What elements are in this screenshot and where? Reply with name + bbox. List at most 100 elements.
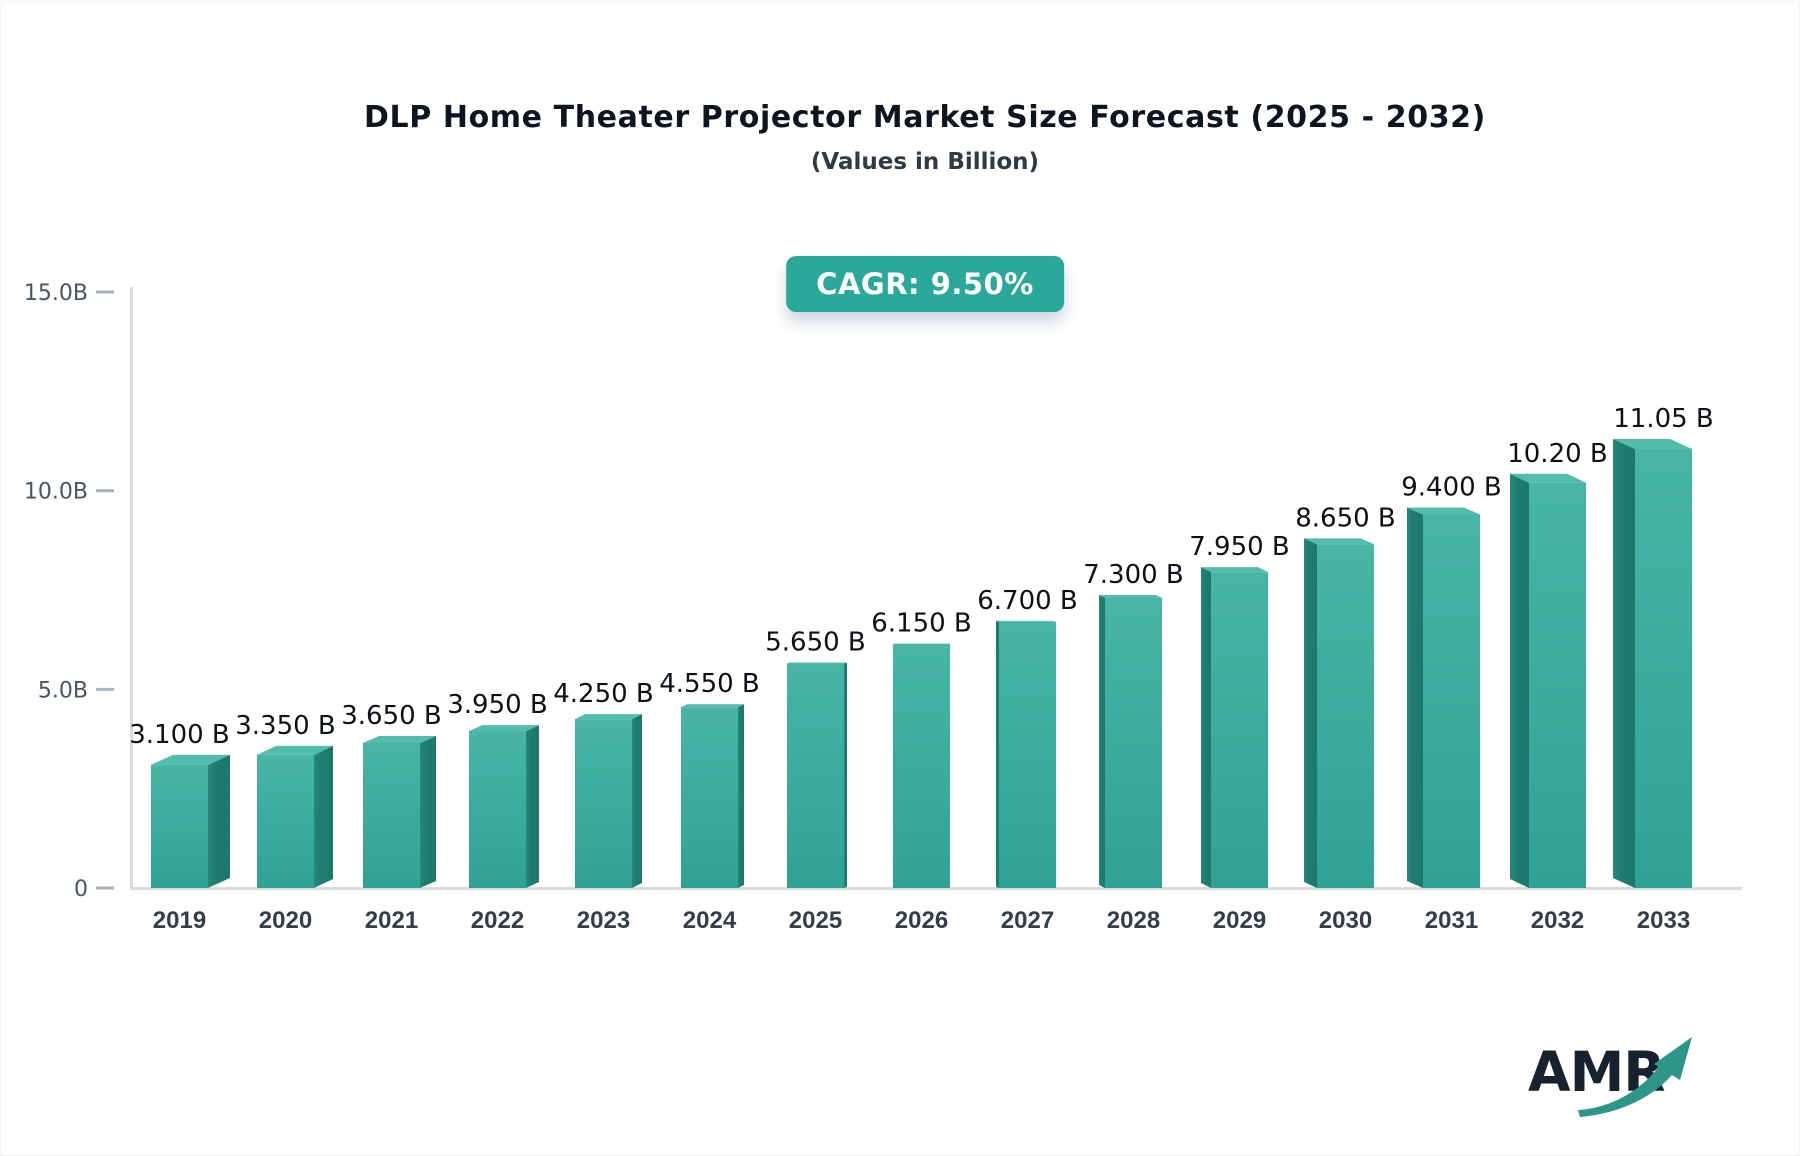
x-axis-label: 2029 bbox=[1213, 907, 1266, 934]
bar-front-face bbox=[787, 663, 844, 888]
bar-side-face bbox=[1613, 438, 1635, 888]
bar-value-label: 5.650 B bbox=[765, 628, 866, 658]
chart-title: DLP Home Theater Projector Market Size F… bbox=[364, 100, 1486, 135]
bar-value-label: 9.400 B bbox=[1401, 473, 1502, 503]
x-axis-label: 2024 bbox=[683, 907, 737, 934]
y-tick-label: 0 bbox=[74, 877, 88, 902]
bar-side-face bbox=[1099, 594, 1105, 888]
bar-value-label: 3.100 B bbox=[129, 720, 230, 750]
bar-top-face bbox=[257, 745, 333, 755]
bar-side-face bbox=[526, 725, 539, 888]
x-axis-label: 2028 bbox=[1107, 907, 1160, 934]
x-axis-label: 2019 bbox=[153, 907, 206, 934]
y-tick-label: 15.0B bbox=[24, 281, 88, 306]
bar-top-face bbox=[1201, 567, 1268, 573]
x-axis-label: 2032 bbox=[1531, 907, 1584, 934]
bar-value-label: 4.250 B bbox=[553, 679, 654, 709]
bar-top-face bbox=[681, 704, 744, 708]
bar-side-face bbox=[208, 754, 230, 888]
bar-side-face bbox=[1201, 567, 1211, 888]
bar-group-2025: 5.650 B 2025 bbox=[765, 628, 866, 934]
bar-top-face bbox=[1510, 473, 1586, 483]
bar-side-face bbox=[996, 620, 999, 888]
bar-group-2028: 7.300 B 2028 bbox=[1083, 560, 1184, 934]
bar-top-face bbox=[575, 714, 642, 720]
bar-value-label: 11.05 B bbox=[1613, 404, 1714, 434]
x-axis-label: 2031 bbox=[1425, 907, 1478, 934]
x-axis-label: 2033 bbox=[1637, 907, 1690, 934]
bar-front-face bbox=[363, 742, 420, 888]
bar-group-2023: 4.250 B 2023 bbox=[553, 679, 654, 934]
bar-group-2029: 7.950 B 2029 bbox=[1189, 532, 1290, 934]
growth-arrow-icon bbox=[1578, 1037, 1692, 1117]
amr-logo: AMR bbox=[1510, 1028, 1710, 1128]
x-axis-label: 2020 bbox=[259, 907, 312, 934]
x-axis-label: 2026 bbox=[895, 907, 948, 934]
bar-group-2024: 4.550 B 2024 bbox=[659, 669, 760, 934]
bar-group-2032: 10.20 B 2032 bbox=[1507, 439, 1608, 934]
bar-group-2021: 3.650 B 2021 bbox=[341, 701, 442, 934]
bar-value-label: 3.350 B bbox=[235, 711, 336, 741]
cagr-badge: CAGR: 9.50% bbox=[786, 256, 1064, 312]
bar-top-face bbox=[996, 620, 1056, 622]
x-axis-label: 2023 bbox=[577, 907, 630, 934]
x-axis-label: 2022 bbox=[471, 907, 524, 934]
bar-side-face bbox=[1510, 473, 1529, 888]
bar-side-face bbox=[1304, 538, 1317, 888]
bar-value-label: 7.300 B bbox=[1083, 560, 1184, 590]
bar-front-face bbox=[1317, 544, 1374, 888]
bar-top-face bbox=[1099, 594, 1162, 598]
x-axis-label: 2027 bbox=[1001, 907, 1054, 934]
bar-group-2031: 9.400 B 2031 bbox=[1401, 473, 1502, 934]
bar-top-face bbox=[469, 725, 539, 732]
bar-front-face bbox=[575, 719, 632, 888]
bar-top-face bbox=[787, 662, 847, 664]
bar-front-face bbox=[1211, 572, 1268, 888]
bar-group-2019: 3.100 B 2019 bbox=[129, 720, 230, 934]
bar-front-face bbox=[681, 707, 738, 888]
bar-side-face bbox=[420, 735, 436, 888]
bar-front-face bbox=[1105, 597, 1162, 888]
bar-front-face bbox=[893, 643, 950, 888]
bar-group-2026: 6.150 B 2026 bbox=[871, 609, 972, 934]
bar-top-face bbox=[1613, 438, 1692, 449]
bar-front-face bbox=[1423, 514, 1480, 888]
bar-top-face bbox=[363, 735, 436, 743]
bar-front-face bbox=[1635, 448, 1692, 888]
bar-group-2033: 11.05 B 2033 bbox=[1613, 404, 1714, 934]
bar-value-label: 6.700 B bbox=[977, 586, 1078, 616]
page-background-strip bbox=[0, 0, 1800, 5]
bar-value-label: 3.950 B bbox=[447, 690, 548, 720]
bar-top-face bbox=[1407, 507, 1480, 515]
chart-subtitle: (Values in Billion) bbox=[810, 149, 1040, 175]
bar-side-face bbox=[1407, 507, 1423, 888]
x-axis-label: 2021 bbox=[365, 907, 418, 934]
bar-top-face bbox=[1304, 538, 1374, 545]
bar-value-label: 6.150 B bbox=[871, 609, 972, 639]
bar-front-face bbox=[151, 764, 208, 888]
bar-front-face bbox=[1529, 482, 1586, 888]
x-axis-label: 2025 bbox=[789, 907, 842, 934]
bar-value-label: 4.550 B bbox=[659, 669, 760, 699]
bar-group-2022: 3.950 B 2022 bbox=[447, 690, 548, 934]
bar-group-2020: 3.350 B 2020 bbox=[235, 711, 336, 934]
bar-front-face bbox=[469, 731, 526, 888]
bar-value-label: 8.650 B bbox=[1295, 503, 1396, 533]
bar-value-label: 3.650 B bbox=[341, 701, 442, 731]
bar-side-face bbox=[738, 704, 744, 888]
bar-front-face bbox=[999, 621, 1056, 888]
bar-top-face bbox=[151, 754, 230, 765]
x-axis-label: 2030 bbox=[1319, 907, 1372, 934]
bar-value-label: 10.20 B bbox=[1507, 439, 1608, 469]
bar-side-face bbox=[314, 745, 333, 888]
bar-group-2027: 6.700 B 2027 bbox=[977, 586, 1078, 934]
bar-front-face bbox=[257, 754, 314, 888]
bar-group-2030: 8.650 B 2030 bbox=[1295, 503, 1396, 934]
y-tick-label: 10.0B bbox=[24, 480, 88, 505]
bar-value-label: 7.950 B bbox=[1189, 532, 1290, 562]
bar-side-face bbox=[844, 662, 847, 888]
bar-side-face bbox=[632, 714, 642, 888]
y-tick-label: 5.0B bbox=[38, 678, 88, 703]
